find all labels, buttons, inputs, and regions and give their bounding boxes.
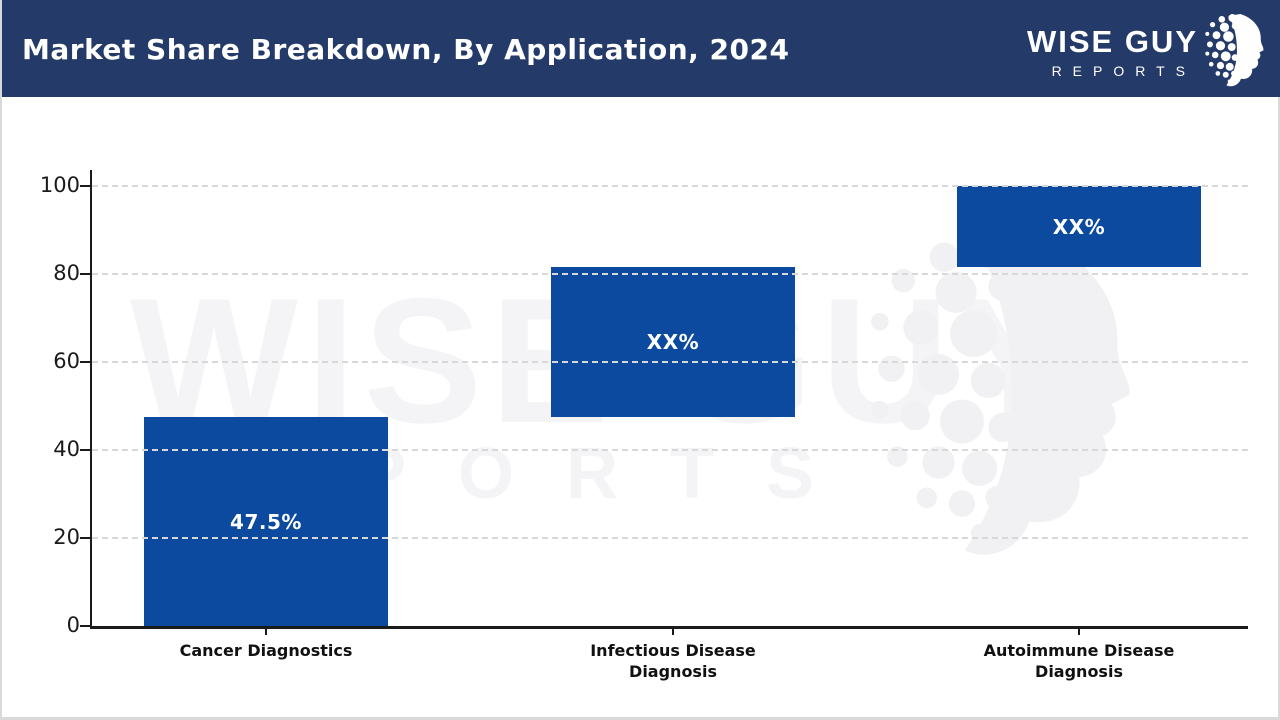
x-tick-mark [1078,628,1080,635]
bar-value-label: XX% [646,330,700,355]
brand-sub: REPORTS [1051,63,1196,79]
gridline [92,273,1248,275]
gridline [92,537,1248,539]
gridline [92,449,1248,451]
y-tick-mark [80,185,90,187]
bar-value-label: 47.5% [230,509,302,534]
y-axis-line [90,170,92,628]
y-tick-label: 40 [53,437,80,461]
y-tick-label: 80 [53,261,80,285]
y-tick-label: 20 [53,525,80,549]
bar-2: XX% [551,267,795,417]
brand-head-icon [1202,10,1268,92]
y-tick-label: 60 [53,349,80,373]
y-tick-mark [80,449,90,451]
y-tick-mark [80,625,90,627]
y-tick-label: 100 [39,173,80,197]
x-tick-mark [672,628,674,635]
x-category-label: Autoimmune Disease Diagnosis [983,641,1175,681]
gridline [92,185,1248,187]
y-tick-mark [80,273,90,275]
brand-name: WISE GUY [1026,24,1198,59]
chart-title: Market Share Breakdown, By Application, … [22,33,790,66]
y-tick-mark [80,361,90,363]
brand-logo: WISE GUY REPORTS [1022,6,1270,92]
x-tick-mark [265,628,267,635]
y-tick-mark [80,537,90,539]
bar-1: 47.5% [144,417,388,626]
x-category-label: Cancer Diagnostics [179,641,353,660]
header-bar: Market Share Breakdown, By Application, … [2,0,1280,97]
bar-3: XX% [957,186,1201,268]
x-category-label: Infectious Disease Diagnosis [590,641,756,681]
x-axis-line [90,626,1248,629]
y-tick-label: 0 [66,613,80,637]
gridline [92,361,1248,363]
bar-value-label: XX% [1052,214,1106,239]
